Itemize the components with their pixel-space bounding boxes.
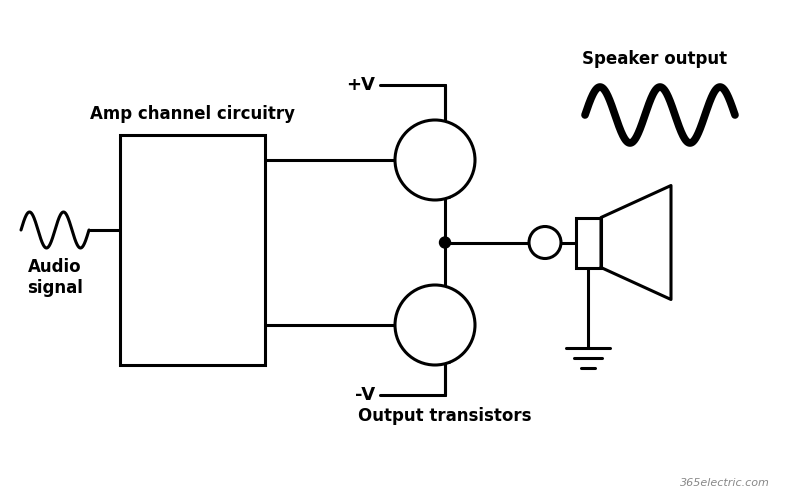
Text: 365electric.com: 365electric.com bbox=[680, 478, 770, 488]
Bar bbox=[120, 135, 265, 365]
Circle shape bbox=[395, 120, 475, 200]
Text: Amp channel circuitry: Amp channel circuitry bbox=[90, 105, 295, 123]
Text: Audio
signal: Audio signal bbox=[27, 258, 83, 297]
Circle shape bbox=[440, 237, 451, 248]
Text: -V: -V bbox=[355, 386, 375, 404]
Text: Output transistors: Output transistors bbox=[359, 407, 532, 425]
Bar bbox=[576, 218, 601, 268]
Circle shape bbox=[395, 285, 475, 365]
Text: Speaker output: Speaker output bbox=[582, 50, 727, 68]
Circle shape bbox=[529, 226, 561, 258]
Text: +V: +V bbox=[346, 76, 375, 94]
